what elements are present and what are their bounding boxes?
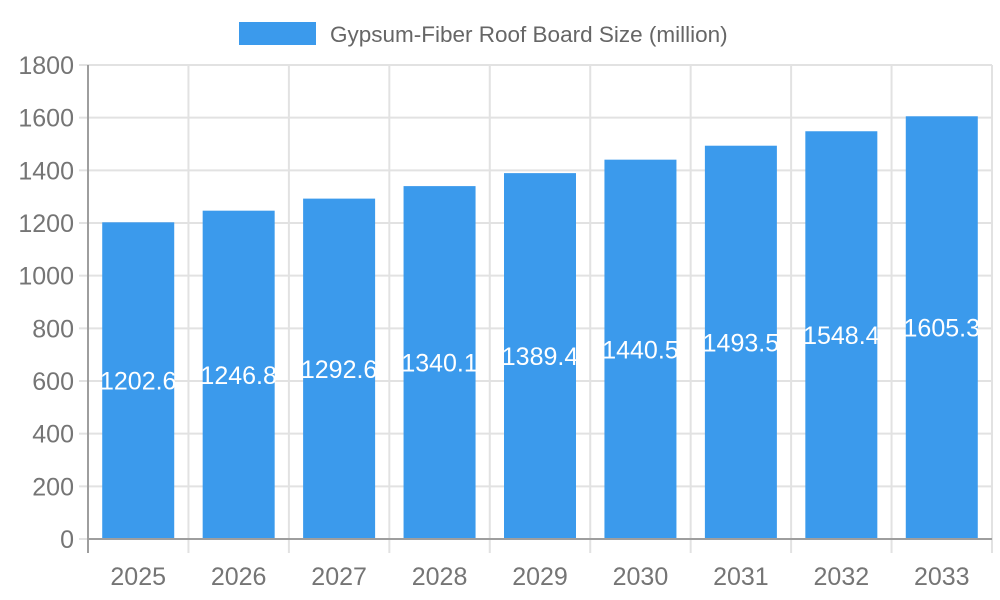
x-tick-label: 2033: [914, 563, 970, 591]
bar[interactable]: [303, 198, 376, 539]
x-tick-label: 2029: [512, 563, 568, 591]
y-tick-label: 600: [32, 368, 74, 396]
x-tick-label: 2026: [211, 563, 267, 591]
y-tick-label: 1000: [18, 263, 74, 291]
y-tick-label: 1200: [18, 210, 74, 238]
bar[interactable]: [805, 131, 878, 539]
x-tick-label: 2025: [110, 563, 166, 591]
x-tick-label: 2030: [613, 563, 669, 591]
x-tick-label: 2031: [713, 563, 769, 591]
tick-labels-layer: 0 200 400 600 800 1000 1200 1400 1600 1800 2025 202…: [18, 52, 969, 591]
y-tick-label: 0: [60, 526, 74, 554]
x-tick-label: 2032: [814, 563, 870, 591]
x-tick-label: 2028: [412, 563, 468, 591]
bar[interactable]: [704, 145, 777, 539]
bar-value-label: 1389.4: [502, 343, 579, 371]
axis-layer: [79, 64, 993, 553]
y-tick-label: 1600: [18, 105, 74, 133]
y-tick-label: 800: [32, 315, 74, 343]
bar[interactable]: [202, 210, 275, 539]
value-labels-layer: 1202.6 1246.8 1292.6 1340.1 1389.4 1440.5 1493…: [100, 315, 980, 396]
bar-value-label: 1493.5: [703, 329, 779, 357]
bar[interactable]: [905, 116, 978, 540]
bars-layer: [102, 116, 978, 540]
bar[interactable]: [504, 173, 576, 539]
bar-value-label: 1605.3: [904, 315, 980, 343]
bar[interactable]: [403, 186, 476, 539]
legend-label: Gypsum-Fiber Roof Board Size (million): [330, 22, 728, 47]
y-tick-label: 200: [32, 473, 74, 501]
y-tick-label: 1400: [18, 157, 74, 185]
x-tick-label: 2027: [311, 563, 367, 591]
legend-swatch: [239, 22, 316, 45]
bar-value-label: 1548.4: [803, 322, 880, 350]
bar[interactable]: [102, 222, 175, 539]
bar-value-label: 1202.6: [100, 368, 176, 396]
bar[interactable]: [604, 159, 677, 539]
bar-value-label: 1440.5: [602, 336, 678, 364]
bar-value-label: 1340.1: [401, 350, 477, 378]
legend-item[interactable]: Gypsum-Fiber Roof Board Size (million): [239, 22, 728, 47]
y-tick-label: 1800: [18, 52, 74, 80]
bar-value-label: 1292.6: [301, 356, 377, 384]
bar-value-label: 1246.8: [200, 362, 276, 390]
y-tick-label: 400: [32, 421, 74, 449]
